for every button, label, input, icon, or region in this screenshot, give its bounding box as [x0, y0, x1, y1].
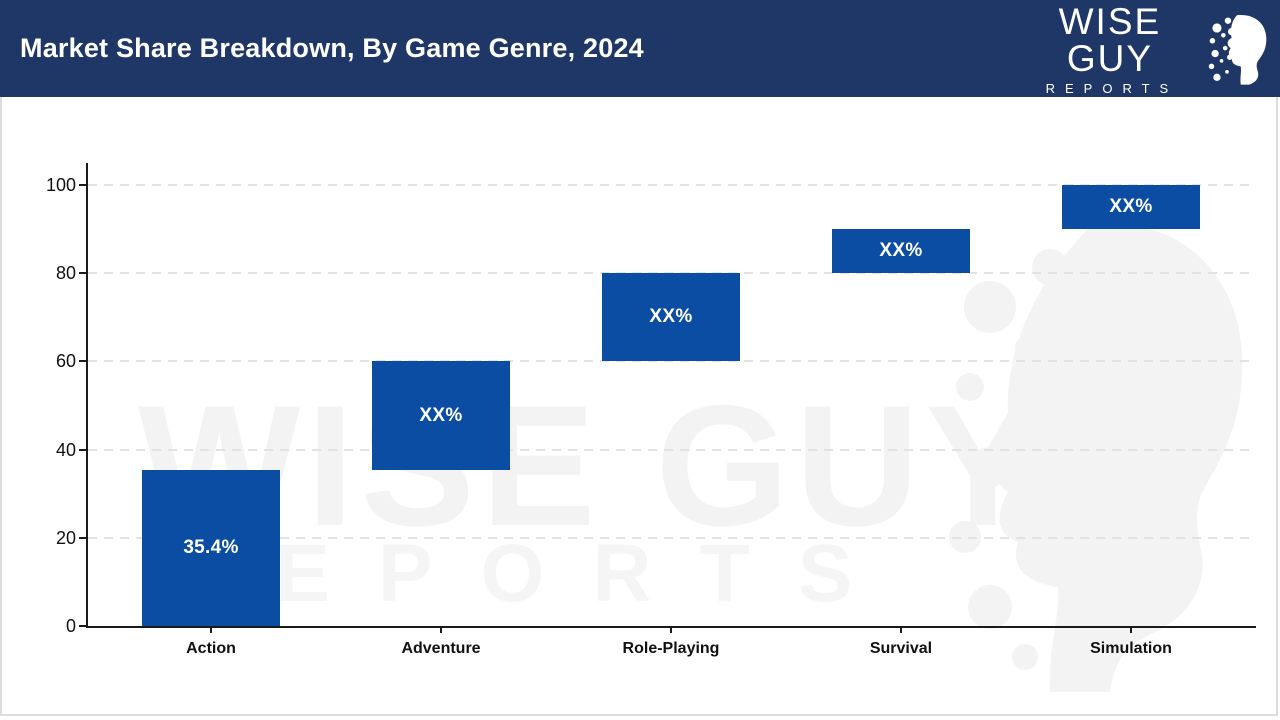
canvas-border: [0, 97, 1278, 716]
y-axis-tick-40: [79, 448, 86, 451]
x-axis-tick-adventure: [440, 627, 442, 633]
bar-role-playing: XX%: [602, 273, 740, 362]
watermark-wiseguy-text: WISE GUY: [138, 370, 1047, 562]
watermark: WISE GUY REPORTS: [0, 97, 1280, 717]
x-axis-label-simulation: Simulation: [1090, 640, 1172, 657]
x-axis-label-action: Action: [186, 640, 236, 657]
bar-survival: XX%: [832, 229, 970, 274]
x-axis-label-survival: Survival: [869, 640, 933, 657]
bar-value-label-adventure: XX%: [419, 404, 463, 426]
y-axis-tick-100: [79, 184, 86, 186]
x-axis-line: [86, 626, 1256, 628]
header-bar: Market Share Breakdown, By Game Genre, 2…: [0, 0, 1280, 97]
y-axis-label-40: 40: [55, 439, 76, 460]
x-axis-tick-role-playing: [670, 627, 672, 633]
bar-simulation: XX%: [1062, 185, 1200, 230]
watermark-reports-text: REPORTS: [168, 528, 901, 619]
bar-action: 35.4%: [142, 469, 280, 626]
gridline-y60: [88, 360, 1256, 363]
bar-value-label-role-playing: XX%: [649, 306, 693, 328]
bar-adventure: XX%: [372, 361, 510, 470]
page-title: Market Share Breakdown, By Game Genre, 2…: [20, 33, 644, 63]
bar-value-label-action: 35.4%: [183, 536, 239, 558]
x-axis-label-adventure: Adventure: [401, 640, 481, 657]
brand-logo-text: WISE GUY REPORTS: [1018, 3, 1202, 95]
x-axis-label-role-playing: Role-Playing: [622, 640, 720, 657]
watermark-face-icon: [949, 224, 1243, 693]
y-axis-tick-80: [79, 272, 86, 275]
y-axis-line: [86, 163, 88, 628]
y-axis-tick-0: [79, 625, 86, 627]
y-axis-label-20: 20: [55, 527, 76, 548]
x-axis-tick-simulation: [1130, 627, 1132, 633]
bar-value-label-survival: XX%: [879, 240, 923, 262]
gridline-y20: [88, 536, 1256, 539]
y-axis-label-0: 0: [65, 616, 76, 636]
y-axis-label-80: 80: [55, 263, 76, 284]
y-axis-tick-60: [79, 360, 86, 363]
y-axis-label-100: 100: [45, 175, 76, 195]
gridline-y100: [88, 184, 1256, 186]
y-axis-tick-20: [79, 536, 86, 539]
x-axis-tick-action: [210, 627, 212, 633]
y-axis-label-60: 60: [55, 351, 76, 372]
brand-logo: WISE GUY REPORTS: [1018, 3, 1268, 95]
x-axis-tick-survival: [900, 627, 902, 633]
brand-name: WISE GUY: [1058, 1, 1162, 79]
bar-value-label-simulation: XX%: [1109, 196, 1153, 218]
brand-subtitle: REPORTS: [1045, 81, 1179, 96]
gridline-y40: [88, 448, 1256, 451]
dotted-face-icon: [1208, 14, 1267, 85]
